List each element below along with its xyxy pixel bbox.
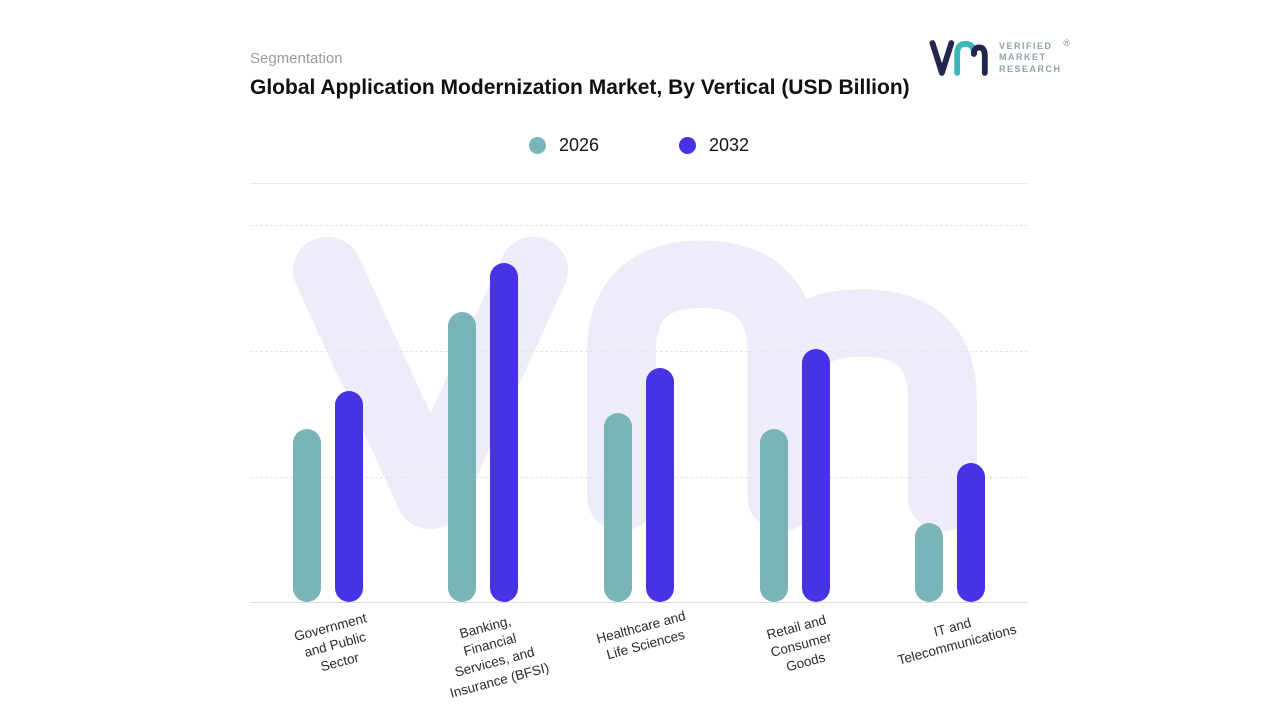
bar-group: [717, 225, 873, 602]
x-axis-label-cell: Government and Public Sector: [250, 603, 406, 718]
bar-2026: [603, 413, 632, 602]
legend-label-2026: 2026: [558, 135, 599, 155]
bar-group: [250, 225, 406, 602]
chart-title: Global Application Modernization Market,…: [250, 76, 910, 99]
chart-legend: 2026 2032: [250, 135, 1028, 156]
bar-2032: [334, 391, 363, 602]
x-axis-label: Banking, Financial Services, and Insuran…: [448, 613, 551, 701]
gridline: [250, 351, 1028, 352]
x-axis-label-cell: Healthcare and Life Sciences: [561, 603, 717, 718]
header-divider: [250, 183, 1028, 184]
bar-2032: [801, 349, 830, 602]
bar-chart-area: [250, 225, 1028, 603]
plot-area: [250, 225, 1028, 602]
x-axis-label-cell: Retail and Consumer Goods: [717, 603, 873, 718]
legend-label-2032: 2032: [709, 135, 750, 155]
brand-line-3: RESEARCH: [999, 63, 1062, 74]
brand-line-2: MARKET: [999, 52, 1047, 63]
x-axis-label: Government and Public Sector: [292, 610, 368, 675]
x-axis-label: IT and Telecommunications: [896, 615, 1019, 668]
bar-2032: [490, 263, 519, 602]
brand-wordmark: VERIFIED MARKET RESEARCH ®: [999, 38, 1070, 75]
bar-2026: [915, 523, 944, 602]
legend-item-2032: 2032: [679, 135, 749, 156]
legend-swatch-2026: [528, 137, 546, 154]
vmr-logo-icon: [929, 40, 988, 76]
bar-group: [406, 225, 562, 602]
bar-group: [872, 225, 1028, 602]
x-axis-label-cell: IT and Telecommunications: [872, 603, 1028, 718]
gridline: [250, 477, 1028, 478]
x-axis-label: Retail and Consumer Goods: [765, 612, 834, 675]
x-axis-labels: Government and Public Sector Banking, Fin…: [250, 603, 1028, 718]
bar-2026: [448, 312, 477, 602]
bar-2026: [759, 429, 788, 602]
section-label: Segmentation: [250, 50, 343, 67]
x-axis-label-cell: Banking, Financial Services, and Insuran…: [406, 603, 562, 718]
bar-2032: [957, 463, 986, 602]
registered-mark: ®: [1063, 38, 1072, 49]
brand-logo: VERIFIED MARKET RESEARCH ®: [928, 38, 1070, 78]
legend-swatch-2032: [679, 137, 696, 154]
legend-item-2026: 2026: [528, 135, 599, 156]
bar-2026: [292, 429, 321, 602]
x-axis-label: Healthcare and Life Sciences: [595, 608, 688, 663]
bar-group: [561, 225, 717, 602]
bar-2032: [645, 368, 674, 602]
brand-line-1: VERIFIED: [999, 41, 1053, 52]
gridline: [250, 225, 1028, 226]
